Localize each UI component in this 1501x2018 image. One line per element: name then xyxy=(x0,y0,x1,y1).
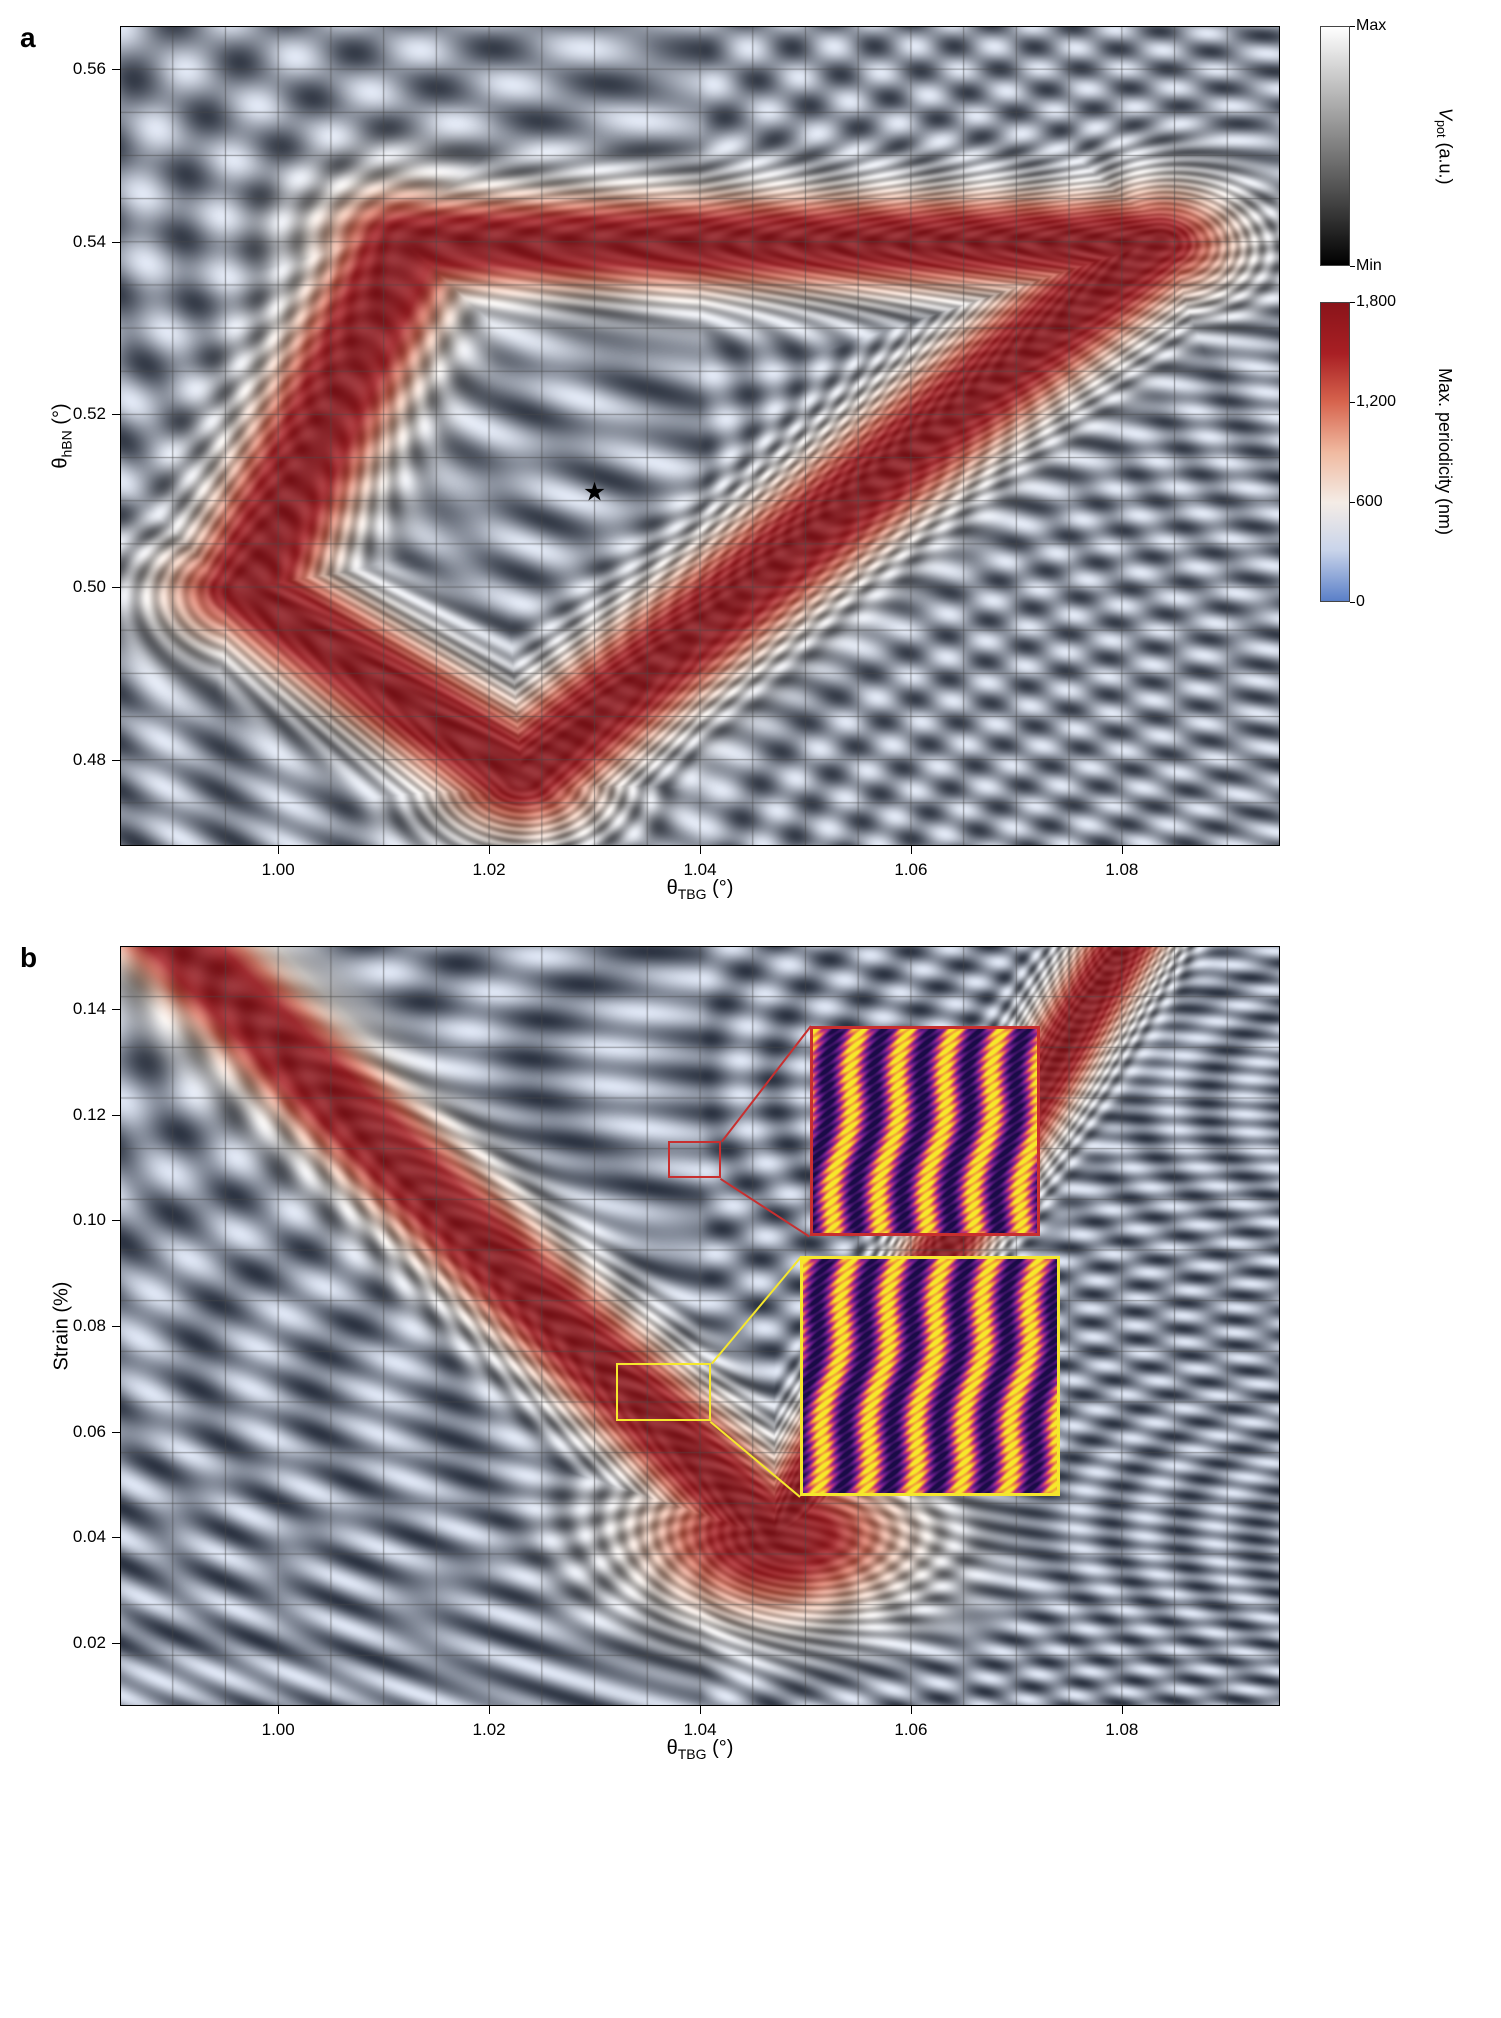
panel-b-label: b xyxy=(20,942,37,974)
panel-a-row: ★ θhBN (°) θTBG (°) 0.480.500.520.540.56… xyxy=(120,26,1481,846)
colorbar-periodicity: 1,8001,2006000 Max. periodicity (nm) xyxy=(1320,302,1456,602)
inset-source-box-red xyxy=(668,1141,721,1178)
panel-a-x-label: θTBG (°) xyxy=(667,877,734,902)
panel-b-y-ticks: 0.020.040.060.080.100.120.14 xyxy=(110,946,120,1706)
colorbar-periodicity-strip xyxy=(1320,302,1350,602)
panel-b-row: Strain (%) θTBG (°) 0.020.040.060.080.10… xyxy=(120,946,1481,1706)
colorbar-vpot: MaxMin Vpot (a.u.) xyxy=(1320,26,1456,266)
inset-yellow xyxy=(800,1256,1060,1496)
panel-b-y-label: Strain (%) xyxy=(51,1282,74,1371)
panel-a-label: a xyxy=(20,22,36,54)
panel-b-x-ticks: 1.001.021.041.061.08 xyxy=(120,1706,1280,1716)
colorbar-vpot-label: Vpot (a.u.) xyxy=(1434,108,1456,185)
colorbars: MaxMin Vpot (a.u.) 1,8001,2006000 Max. p… xyxy=(1320,26,1456,602)
panel-a-y-label: θhBN (°) xyxy=(50,403,75,468)
panel-b-canvas xyxy=(120,946,1280,1706)
colorbar-periodicity-label: Max. periodicity (nm) xyxy=(1434,368,1455,535)
panel-a-x-ticks: 1.001.021.041.061.08 xyxy=(120,846,1280,856)
inset-red xyxy=(810,1026,1040,1236)
panel-a-plot: ★ θhBN (°) θTBG (°) 0.480.500.520.540.56… xyxy=(120,26,1280,846)
panel-b-plot: Strain (%) θTBG (°) 0.020.040.060.080.10… xyxy=(120,946,1280,1706)
panel-a-y-ticks: 0.480.500.520.540.56 xyxy=(110,26,120,846)
colorbar-periodicity-ticks: 1,8001,2006000 xyxy=(1356,302,1426,602)
panel-b-x-label: θTBG (°) xyxy=(667,1737,734,1762)
inset-source-box-yellow xyxy=(616,1363,711,1421)
figure: a ★ θhBN (°) θTBG (°) 0.480.500.520.540.… xyxy=(20,26,1481,1706)
colorbar-vpot-ticks: MaxMin xyxy=(1356,26,1426,266)
colorbar-vpot-strip xyxy=(1320,26,1350,266)
panel-a-canvas xyxy=(120,26,1280,846)
